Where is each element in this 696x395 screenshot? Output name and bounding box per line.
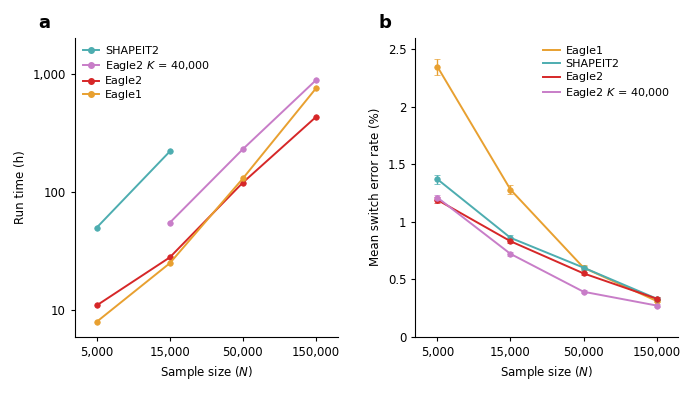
Text: a: a	[38, 14, 50, 32]
Legend: SHAPEIT2, Eagle2 $K$ = 40,000, Eagle2, Eagle1: SHAPEIT2, Eagle2 $K$ = 40,000, Eagle2, E…	[81, 43, 212, 102]
Line: Eagle2: Eagle2	[94, 114, 319, 308]
X-axis label: Sample size ($N$): Sample size ($N$)	[500, 364, 594, 381]
Y-axis label: Run time (h): Run time (h)	[14, 150, 27, 224]
Eagle1	[93, 320, 101, 324]
Eagle2 K = 40,000	[312, 78, 320, 83]
X-axis label: Sample size ($N$): Sample size ($N$)	[159, 364, 253, 381]
Eagle1	[312, 86, 320, 91]
SHAPEIT2	[166, 149, 174, 154]
Eagle2	[239, 180, 247, 185]
Eagle2 K = 40,000	[239, 147, 247, 152]
Eagle2	[166, 255, 174, 260]
SHAPEIT2	[93, 225, 101, 230]
Eagle2 K = 40,000	[166, 220, 174, 225]
Eagle1	[239, 176, 247, 181]
Y-axis label: Mean switch error rate (%): Mean switch error rate (%)	[370, 108, 382, 267]
Line: SHAPEIT2: SHAPEIT2	[94, 149, 173, 230]
Eagle2	[93, 303, 101, 308]
Line: Eagle1: Eagle1	[94, 86, 319, 325]
Legend: Eagle1, SHAPEIT2, Eagle2, Eagle2 $K$ = 40,000: Eagle1, SHAPEIT2, Eagle2, Eagle2 $K$ = 4…	[541, 43, 673, 102]
Line: Eagle2 K = 40,000: Eagle2 K = 40,000	[167, 77, 319, 226]
Eagle2	[312, 115, 320, 119]
Text: b: b	[379, 14, 392, 32]
Eagle1	[166, 261, 174, 265]
